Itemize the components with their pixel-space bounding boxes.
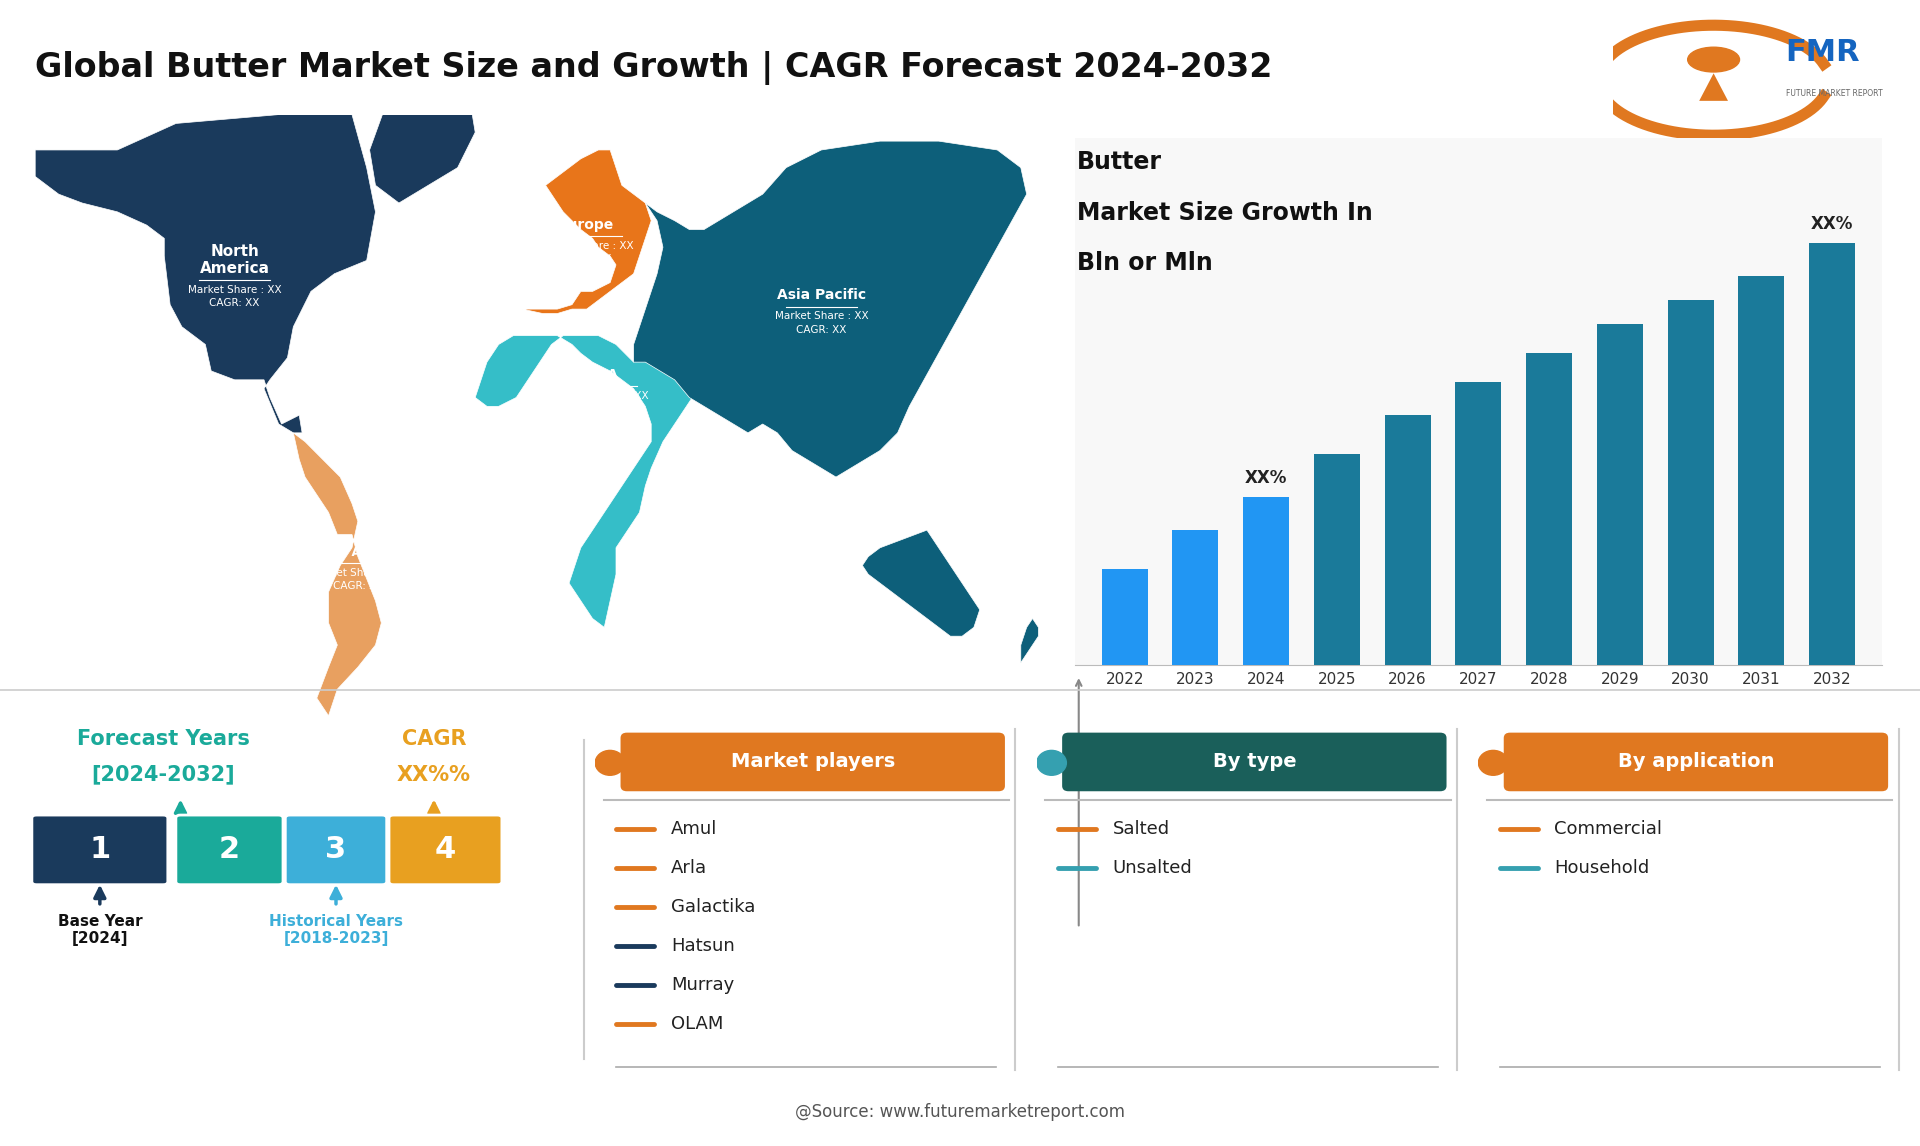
Text: South America: South America	[307, 545, 409, 559]
Text: Market Share : XX: Market Share : XX	[311, 567, 405, 578]
Bar	[1455, 382, 1501, 665]
Text: Historical Years
[2018-2023]: Historical Years [2018-2023]	[269, 913, 403, 947]
Bar	[1384, 416, 1430, 665]
Bar	[1244, 497, 1288, 665]
FancyBboxPatch shape	[390, 815, 501, 885]
Text: Galactika: Galactika	[672, 897, 756, 916]
FancyBboxPatch shape	[286, 815, 386, 885]
Text: MEA: MEA	[584, 368, 618, 382]
Text: Commercial: Commercial	[1555, 819, 1663, 838]
Bar	[1102, 568, 1148, 665]
Text: Bln or Mln: Bln or Mln	[1077, 251, 1212, 275]
Polygon shape	[862, 531, 979, 636]
Text: Arla: Arla	[672, 858, 707, 877]
Text: FMR: FMR	[1786, 38, 1860, 68]
Text: 2: 2	[219, 835, 240, 864]
Text: Salted: Salted	[1114, 819, 1169, 838]
Text: Market Share : XX: Market Share : XX	[555, 391, 649, 401]
Text: Market Share : XX: Market Share : XX	[540, 241, 634, 251]
Text: 4: 4	[434, 835, 457, 864]
Text: Europe: Europe	[559, 218, 614, 231]
Circle shape	[1688, 47, 1740, 72]
Text: Global Butter Market Size and Growth | CAGR Forecast 2024-2032: Global Butter Market Size and Growth | C…	[35, 52, 1273, 85]
Text: Market Share : XX: Market Share : XX	[774, 312, 868, 321]
Polygon shape	[294, 433, 382, 716]
Text: OLAM: OLAM	[672, 1015, 724, 1033]
Polygon shape	[1021, 619, 1039, 662]
Text: Market Share : XX: Market Share : XX	[188, 284, 282, 295]
Text: Household: Household	[1555, 858, 1649, 877]
Bar	[1738, 276, 1784, 665]
Polygon shape	[499, 150, 651, 314]
Text: CAGR: XX: CAGR: XX	[561, 253, 612, 264]
Text: Market Size Growth In: Market Size Growth In	[1077, 201, 1373, 225]
Text: @Source: www.futuremarketreport.com: @Source: www.futuremarketreport.com	[795, 1102, 1125, 1121]
Text: FUTURE MARKET REPORT: FUTURE MARKET REPORT	[1786, 89, 1882, 99]
Polygon shape	[1699, 73, 1728, 101]
FancyBboxPatch shape	[1062, 732, 1446, 791]
Text: CAGR: XX: CAGR: XX	[332, 581, 384, 591]
Text: CAGR: XX: CAGR: XX	[209, 298, 259, 308]
FancyBboxPatch shape	[620, 732, 1004, 791]
Polygon shape	[476, 336, 705, 627]
FancyBboxPatch shape	[177, 815, 282, 885]
Bar	[1173, 531, 1219, 665]
Text: Amul: Amul	[672, 819, 718, 838]
Text: CAGR: XX: CAGR: XX	[576, 405, 626, 414]
Text: XX%: XX%	[1811, 215, 1853, 234]
Bar	[1809, 243, 1855, 665]
Text: CAGR: CAGR	[401, 729, 467, 749]
Text: By application: By application	[1619, 752, 1774, 771]
FancyBboxPatch shape	[33, 815, 167, 885]
Circle shape	[595, 751, 624, 775]
Text: Base Year
[2024]: Base Year [2024]	[58, 913, 142, 947]
Polygon shape	[369, 97, 476, 203]
Text: Unsalted: Unsalted	[1114, 858, 1192, 877]
Text: Forecast Years: Forecast Years	[77, 729, 250, 749]
Text: 3: 3	[324, 835, 348, 864]
Text: CAGR: XX: CAGR: XX	[797, 324, 847, 335]
Circle shape	[1478, 751, 1507, 775]
Text: XX%: XX%	[1244, 470, 1288, 487]
Bar	[1668, 300, 1713, 665]
FancyBboxPatch shape	[1503, 732, 1887, 791]
Bar	[1526, 353, 1572, 665]
Text: XX%%: XX%%	[397, 764, 470, 785]
Bar	[1313, 454, 1359, 665]
Text: By type: By type	[1213, 752, 1296, 771]
Polygon shape	[634, 141, 1027, 477]
Text: Butter: Butter	[1077, 150, 1162, 174]
Text: Hatsun: Hatsun	[672, 936, 735, 955]
Text: North
America: North America	[200, 244, 269, 276]
Circle shape	[1037, 751, 1066, 775]
Text: [2024-2032]: [2024-2032]	[92, 764, 234, 785]
Text: Market players: Market players	[732, 752, 895, 771]
Text: 1: 1	[88, 835, 111, 864]
Bar	[1597, 324, 1644, 665]
Text: Asia Pacific: Asia Pacific	[778, 289, 866, 303]
Polygon shape	[35, 101, 376, 433]
Text: Murray: Murray	[672, 976, 735, 994]
